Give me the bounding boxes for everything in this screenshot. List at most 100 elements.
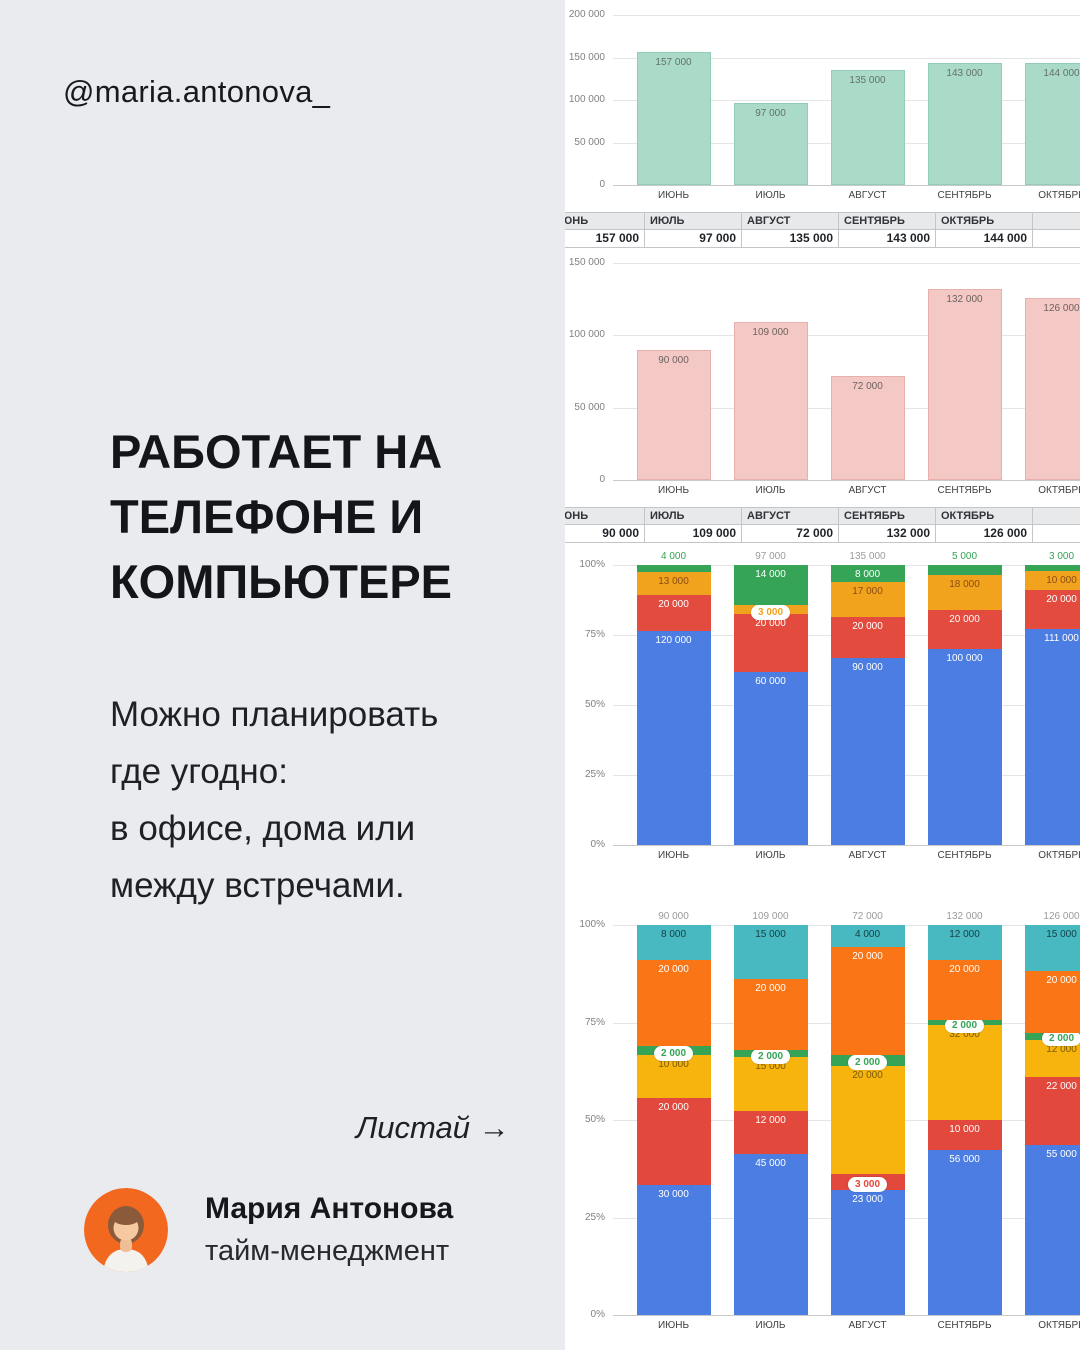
bar-value-label: 143 000	[946, 68, 983, 80]
segment-value-label: 20 000	[852, 620, 883, 632]
body-line: между встречами.	[110, 866, 405, 905]
column-total-label: 135 000	[849, 551, 886, 562]
bar	[733, 102, 808, 185]
stack-segment	[733, 565, 808, 606]
table-value-row: 90 000 109 000 72 000 132 000 126 000	[565, 525, 1080, 543]
body-line: в офисе, дома или	[110, 809, 416, 848]
month-value-cell: 90 000	[565, 525, 645, 543]
segment-value-label: 10 000	[658, 1059, 689, 1070]
month-header-cell: ОКТЯБРЬ	[936, 213, 1033, 231]
segment-value-label: 20 000	[852, 950, 883, 962]
x-axis-label: ОКТЯБРЬ	[1038, 190, 1080, 201]
stack-segment	[636, 1098, 711, 1185]
column-total-label: 4 000	[660, 551, 687, 562]
segment-value-pill: 2 000	[831, 1052, 905, 1071]
y-axis-label: 50 000	[574, 136, 605, 148]
bar-value-label: 135 000	[849, 75, 886, 87]
segment-value-pill: 2 000	[637, 1043, 711, 1061]
month-value-cell	[1033, 525, 1080, 543]
stack-segment	[636, 1185, 711, 1315]
stack-segment	[927, 649, 1002, 845]
month-header-cell: АВГУСТ	[742, 508, 839, 526]
woman-portrait-icon	[84, 1188, 168, 1272]
y-axis-label: 50%	[584, 1114, 605, 1125]
column-total-label: 90 000	[658, 911, 689, 922]
month-header-cell: ИЮЛЬ	[645, 508, 742, 526]
segment-value-label: 100 000	[946, 653, 983, 665]
column-total-label: 5 000	[951, 551, 978, 562]
table-header-row: ИЮНЬИЮЛЬАВГУСТСЕНТЯБРЬОКТЯБРЬ	[565, 212, 1080, 231]
stack-segment	[830, 946, 905, 1055]
month-header-cell: АВГУСТ	[742, 213, 839, 231]
bar	[927, 289, 1002, 480]
bar-value-label: 109 000	[752, 327, 789, 339]
bar	[830, 375, 905, 480]
stack-segment	[830, 658, 905, 845]
stack-segment	[636, 959, 711, 1047]
segment-value-pill: 2 000	[1025, 1028, 1080, 1047]
table-value-row: 157 000 97 000 135 000 143 000 144 000	[565, 230, 1080, 248]
segment-value-pill: 3 000	[831, 1174, 905, 1193]
segment-value-pill: 2 000	[734, 1046, 808, 1064]
y-axis-label: 150 000	[568, 257, 605, 268]
y-axis-label: 50%	[584, 699, 605, 710]
x-axis-label: АВГУСТ	[848, 485, 887, 496]
stack-segment	[830, 581, 905, 617]
stack-segment	[636, 1055, 711, 1099]
grid-line	[613, 263, 1080, 264]
y-axis-label: 100%	[579, 919, 605, 930]
month-value-cell: 144 000	[936, 230, 1033, 248]
y-axis-label: 200 000	[568, 9, 605, 20]
segment-value-label: 12 000	[1046, 1043, 1077, 1055]
segment-value-label: 12 000	[755, 1115, 786, 1127]
pill-label: 2 000	[944, 1017, 985, 1033]
avatar	[84, 1188, 168, 1272]
segment-value-label: 18 000	[949, 578, 980, 590]
body-line: Можно планировать	[110, 695, 439, 734]
stack-segment	[927, 574, 1002, 611]
bar-value-label: 90 000	[658, 354, 689, 366]
profile-role: тайм-менеджмент	[205, 1235, 450, 1267]
column-total-label: 3 000	[1048, 551, 1075, 562]
pill-label: 3 000	[750, 604, 791, 620]
segment-value-label: 15 000	[755, 929, 786, 940]
x-axis-label: ИЮНЬ	[657, 190, 690, 201]
column-total-label: 132 000	[946, 911, 983, 922]
y-axis-label: 75%	[584, 629, 605, 640]
segment-value-label: 20 000	[658, 1102, 689, 1114]
x-axis-label: СЕНТЯБРЬ	[937, 190, 992, 201]
headline: РАБОТАЕТ НА ТЕЛЕФОНЕ И КОМПЬЮТЕРЕ	[110, 419, 452, 614]
spreadsheet-charts-panel: 200 000 150 000 100 000 50 000 0 ИЮНЬ ИЮЛЬ АВГУ…	[565, 0, 1080, 1350]
x-axis-label: ИЮНЬ	[657, 485, 690, 496]
bar-value-label: 126 000	[1043, 302, 1080, 314]
stack-segment	[733, 1057, 808, 1112]
month-header-cell: ИЮЛЬ	[645, 213, 742, 231]
grid-line	[613, 335, 1080, 337]
x-axis-label: ИЮЛЬ	[755, 850, 786, 861]
column-total-label: 126 000	[1043, 911, 1080, 922]
segment-value-label: 20 000	[755, 982, 786, 994]
month-value-cell: 109 000	[645, 525, 742, 543]
stack-segment	[1024, 1144, 1080, 1315]
grid-line	[613, 185, 1080, 186]
y-axis-label: 0	[599, 474, 605, 485]
income-stacked-chart: 100% 75% 50% 25% 0% ИЮНЬ ИЮЛЬ АВГУСТ СЕНТЯБРЬ ОКТ…	[565, 549, 1080, 867]
x-axis-label: ИЮЛЬ	[755, 485, 786, 496]
y-axis-label: 100 000	[568, 94, 605, 105]
stack-segment	[636, 925, 711, 960]
bar-value-label: 97 000	[755, 107, 786, 119]
body-text: Можно планировать где угодно: в офисе, д…	[110, 686, 438, 914]
month-value-cell: 157 000	[565, 230, 645, 248]
stack-segment	[733, 614, 808, 672]
bar-value-label: 132 000	[946, 294, 983, 306]
segment-value-label: 45 000	[755, 1157, 786, 1169]
profile-name: Мария Антонова	[205, 1192, 454, 1225]
column-total-label: 97 000	[755, 551, 786, 562]
x-axis-label: СЕНТЯБРЬ	[937, 1320, 992, 1331]
bar-value-label: 157 000	[655, 56, 692, 68]
month-value-cell: 126 000	[936, 525, 1033, 543]
month-value-cell	[1033, 230, 1080, 248]
